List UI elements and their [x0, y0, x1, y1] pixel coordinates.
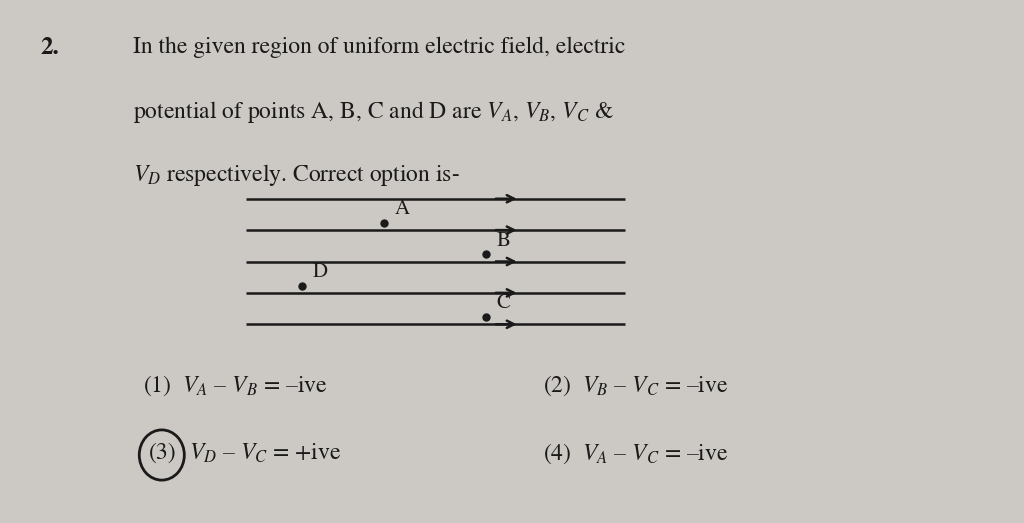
- Text: A: A: [394, 199, 410, 219]
- Text: (3): (3): [148, 442, 176, 463]
- Text: (4)  $V_A$ – $V_C$ = –ive: (4) $V_A$ – $V_C$ = –ive: [543, 442, 728, 467]
- Text: (2)  $V_B$ – $V_C$ = –ive: (2) $V_B$ – $V_C$ = –ive: [543, 374, 728, 399]
- Text: potential of points A, B, C and D are $V_A$, $V_B$, $V_C$ &: potential of points A, B, C and D are $V…: [133, 99, 614, 126]
- Text: $V_D$ respectively. Correct option is-: $V_D$ respectively. Correct option is-: [133, 162, 460, 188]
- Text: $V_D$ – $V_C$ = +ive: $V_D$ – $V_C$ = +ive: [189, 442, 342, 465]
- Text: D: D: [312, 262, 328, 282]
- Text: In the given region of uniform electric field, electric: In the given region of uniform electric …: [133, 37, 626, 58]
- Text: 2.: 2.: [41, 37, 59, 59]
- Text: C: C: [497, 293, 511, 313]
- Text: B: B: [497, 231, 511, 251]
- Text: (1)  $V_A$ – $V_B$ = –ive: (1) $V_A$ – $V_B$ = –ive: [143, 374, 328, 399]
